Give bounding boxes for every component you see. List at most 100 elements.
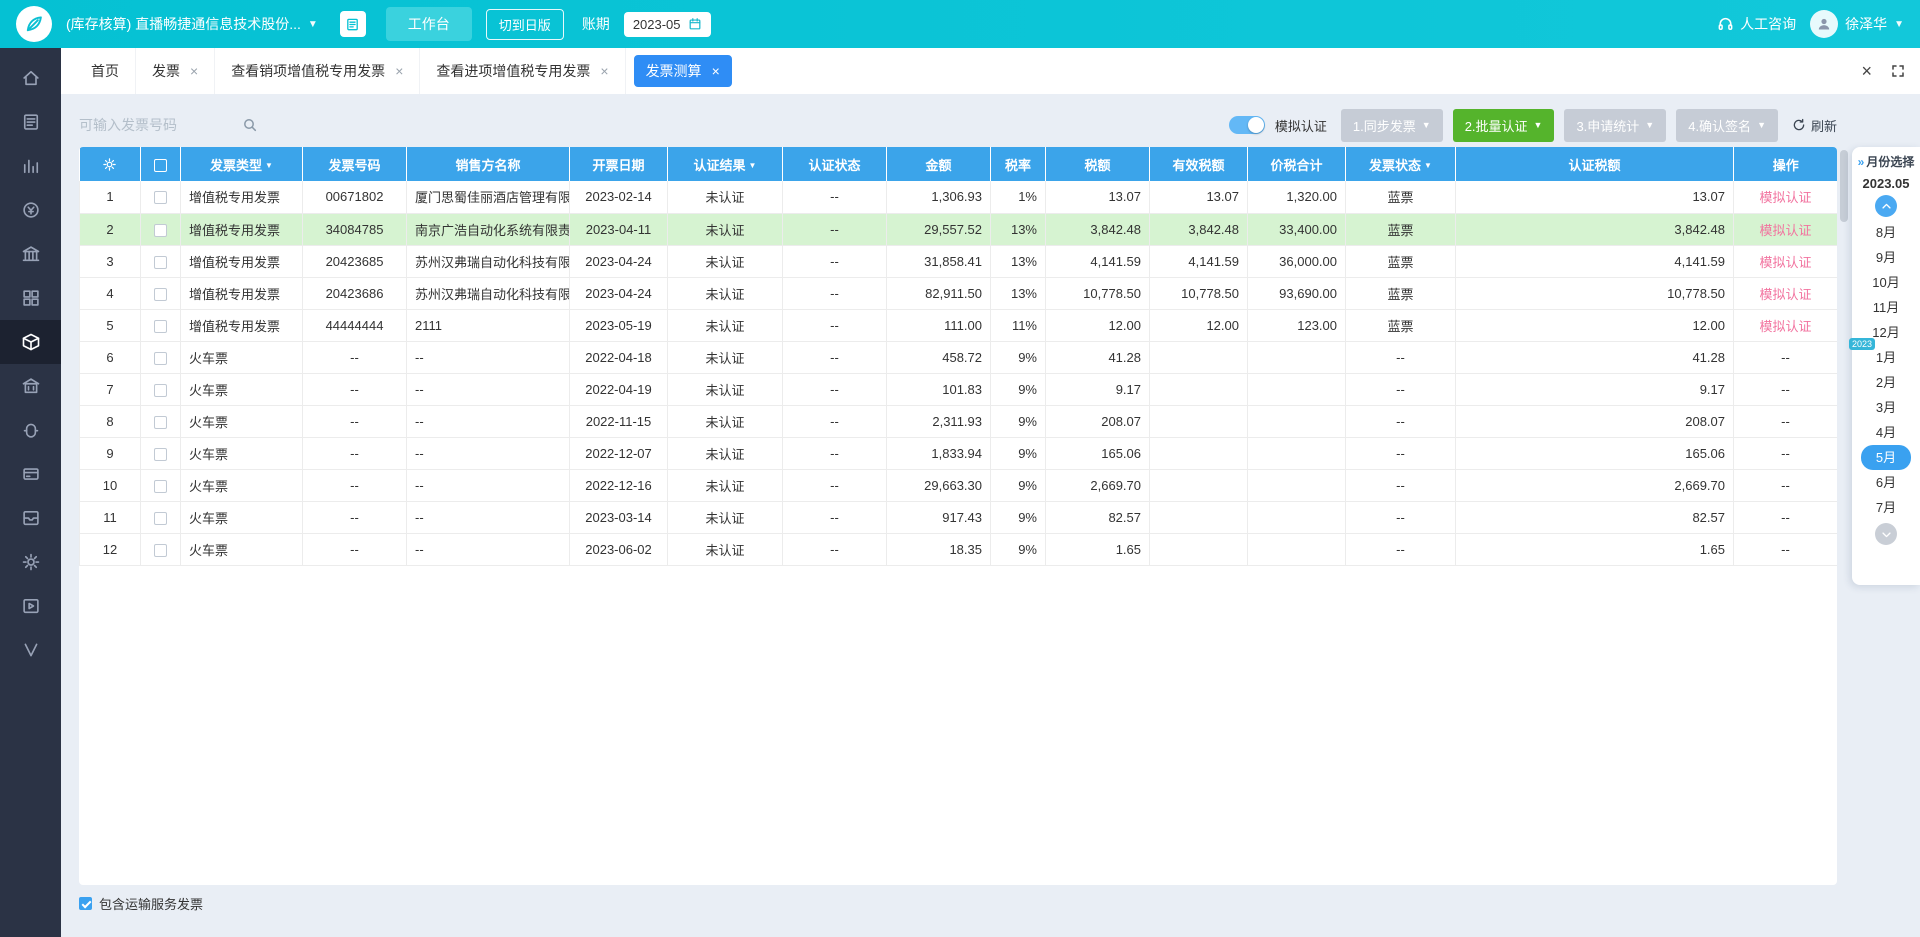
button-1.同步发票[interactable]: 1.同步发票 ▼ <box>1340 108 1443 142</box>
close-all-tabs-icon[interactable]: × <box>1861 61 1872 81</box>
tab-发票[interactable]: 发票 × <box>136 48 216 94</box>
sidebar-item-media[interactable] <box>0 584 61 628</box>
scroll-down-icon[interactable] <box>1875 523 1897 545</box>
column-header-发票状态[interactable]: 发票状态 ▼ <box>1345 147 1456 181</box>
sidebar-item-checkout[interactable] <box>0 452 61 496</box>
simulate-auth-link[interactable]: 模拟认证 <box>1733 309 1837 342</box>
simulate-auth-link[interactable]: 模拟认证 <box>1733 245 1837 278</box>
cell-seller: -- <box>406 437 570 470</box>
simulate-auth-link[interactable]: 模拟认证 <box>1733 277 1837 310</box>
tab-查看进项增值税专用发票[interactable]: 查看进项增值税专用发票 × <box>420 48 626 94</box>
row-checkbox[interactable] <box>154 543 167 557</box>
row-checkbox[interactable] <box>154 319 167 333</box>
row-checkbox[interactable] <box>154 191 167 205</box>
sidebar-item-service[interactable] <box>0 408 61 452</box>
row-checkbox[interactable] <box>154 383 167 397</box>
table-row[interactable]: 10 火车票 -- -- 2022-12-16 未认证 -- 29,663.30 9% 2,669… <box>79 469 1837 502</box>
sidebar-item-inventory[interactable] <box>0 320 61 364</box>
tab-close-icon[interactable]: × <box>711 63 720 79</box>
fullscreen-icon[interactable] <box>1890 63 1906 79</box>
current-period: 2023.05 <box>1862 176 1910 191</box>
sidebar-item-bank[interactable] <box>0 232 61 276</box>
column-header-发票类型[interactable]: 发票类型 ▼ <box>180 147 303 181</box>
month-item-7月[interactable]: 7月 <box>1875 500 1897 515</box>
month-item-3月[interactable]: 3月 <box>1875 400 1897 415</box>
row-checkbox[interactable] <box>154 447 167 461</box>
row-checkbox[interactable] <box>154 255 167 269</box>
select-all-checkbox[interactable] <box>154 158 167 172</box>
row-checkbox[interactable] <box>154 415 167 429</box>
month-item-6月[interactable]: 6月 <box>1875 475 1897 490</box>
panel-collapse-icon[interactable]: » <box>1857 154 1865 169</box>
month-item-1月[interactable]: 1月 <box>1875 350 1897 365</box>
row-checkbox[interactable] <box>154 479 167 493</box>
sort-icon[interactable]: ▼ <box>1424 160 1432 170</box>
table-row[interactable]: 11 火车票 -- -- 2023-03-14 未认证 -- 917.43 9% 82.57 -- 8… <box>79 501 1837 534</box>
user-menu[interactable]: 徐泽华 ▼ <box>1810 10 1904 38</box>
button-2.批量认证[interactable]: 2.批量认证 ▼ <box>1452 108 1555 142</box>
row-checkbox[interactable] <box>154 351 167 365</box>
month-item-2月[interactable]: 2月 <box>1875 375 1897 390</box>
cell-total: 123.00 <box>1247 309 1346 342</box>
button-3.申请统计[interactable]: 3.申请统计 ▼ <box>1564 108 1667 142</box>
workbench-button[interactable]: 工作台 <box>385 7 472 41</box>
transport-invoice-checkbox[interactable] <box>79 897 92 910</box>
column-header-认证结果[interactable]: 认证结果 ▼ <box>667 147 783 181</box>
tab-首页[interactable]: 首页 <box>75 48 136 94</box>
button-4.确认签名[interactable]: 4.确认签名 ▼ <box>1676 108 1778 142</box>
row-checkbox[interactable] <box>154 511 167 525</box>
sidebar-item-asset[interactable] <box>0 364 61 408</box>
table-row[interactable]: 8 火车票 -- -- 2022-11-15 未认证 -- 2,311.93 9% 208.07-… <box>79 405 1837 438</box>
vertical-scrollbar[interactable] <box>1840 150 1848 222</box>
sidebar-item-drawer[interactable] <box>0 496 61 540</box>
gear-icon[interactable] <box>84 157 137 172</box>
sort-icon[interactable]: ▼ <box>265 160 273 170</box>
month-item-10月[interactable]: 10月 <box>1872 275 1900 290</box>
memo-icon[interactable] <box>339 11 366 37</box>
table-row[interactable]: 9 火车票 -- -- 2022-12-07 未认证 -- 1,833.94 9% 165.06-… <box>79 437 1837 470</box>
column-settings-header[interactable] <box>79 147 141 181</box>
month-item-4月[interactable]: 4月 <box>1875 425 1897 440</box>
select-all-header[interactable] <box>140 147 181 181</box>
tab-close-icon[interactable]: × <box>600 63 609 79</box>
row-checkbox[interactable] <box>154 287 167 301</box>
refresh-button[interactable]: 刷新 <box>1792 116 1837 135</box>
app-logo[interactable] <box>16 6 52 42</box>
tab-查看销项增值税专用发票[interactable]: 查看销项增值税专用发票 × <box>215 48 421 94</box>
period-picker[interactable]: 2023-05 <box>623 11 711 37</box>
table-row[interactable]: 3 增值税专用发票 20423685 苏州汉弗瑞自动化科技有限... 2023-04-2… <box>79 245 1837 278</box>
table-row[interactable]: 2 增值税专用发票 34084785 南京广浩自动化系统有限责... 2023-04-1… <box>79 213 1837 246</box>
sidebar-item-settings[interactable] <box>0 540 61 584</box>
search-input[interactable] <box>79 117 234 133</box>
table-row[interactable]: 5 增值税专用发票 44444444 2111 2023-05-19 未认证 -- 111.0… <box>79 309 1837 342</box>
support-link[interactable]: 人工咨询 <box>1717 14 1796 34</box>
sidebar-item-modules[interactable] <box>0 276 61 320</box>
simulate-auth-toggle[interactable] <box>1228 116 1265 134</box>
row-checkbox[interactable] <box>154 223 167 237</box>
sidebar-item-brand-v[interactable] <box>0 628 61 672</box>
month-item-5月[interactable]: 5月 <box>1861 445 1911 470</box>
tab-发票测算[interactable]: 发票测算 × <box>633 55 732 87</box>
month-item-12月[interactable]: 12月 <box>1872 325 1900 340</box>
sidebar-item-report[interactable] <box>0 100 61 144</box>
sidebar-item-fund[interactable] <box>0 188 61 232</box>
table-row[interactable]: 12 火车票 -- -- 2023-06-02 未认证 -- 18.35 9% 1.65 -- 1.6… <box>79 533 1837 566</box>
simulate-auth-link[interactable]: 模拟认证 <box>1733 181 1837 214</box>
simulate-auth-link[interactable]: 模拟认证 <box>1733 213 1837 246</box>
table-row[interactable]: 7 火车票 -- -- 2022-04-19 未认证 -- 101.83 9% 9.17 -- 9.1… <box>79 373 1837 406</box>
sort-icon[interactable]: ▼ <box>748 160 757 170</box>
table-row[interactable]: 1 增值税专用发票 00671802 厦门思蜀佳丽酒店管理有限... 2023-02-1… <box>79 181 1837 214</box>
month-item-9月[interactable]: 9月 <box>1875 250 1897 265</box>
table-row[interactable]: 4 增值税专用发票 20423686 苏州汉弗瑞自动化科技有限... 2023-04-2… <box>79 277 1837 310</box>
sidebar-item-chart[interactable] <box>0 144 61 188</box>
table-row[interactable]: 6 火车票 -- -- 2022-04-18 未认证 -- 458.72 9% 41.28 -- 41… <box>79 341 1837 374</box>
tab-close-icon[interactable]: × <box>190 63 199 79</box>
company-selector[interactable]: (库存核算) 直播畅捷通信息技术股份... ▼ <box>66 14 318 34</box>
month-item-8月[interactable]: 8月 <box>1875 225 1897 240</box>
scroll-up-icon[interactable] <box>1875 195 1897 217</box>
sidebar-item-home[interactable] <box>0 56 61 100</box>
switch-version-button[interactable]: 切到日版 <box>485 8 564 40</box>
tab-close-icon[interactable]: × <box>395 63 404 79</box>
search-icon[interactable] <box>242 117 258 133</box>
month-item-11月[interactable]: 11月 <box>1872 300 1900 315</box>
